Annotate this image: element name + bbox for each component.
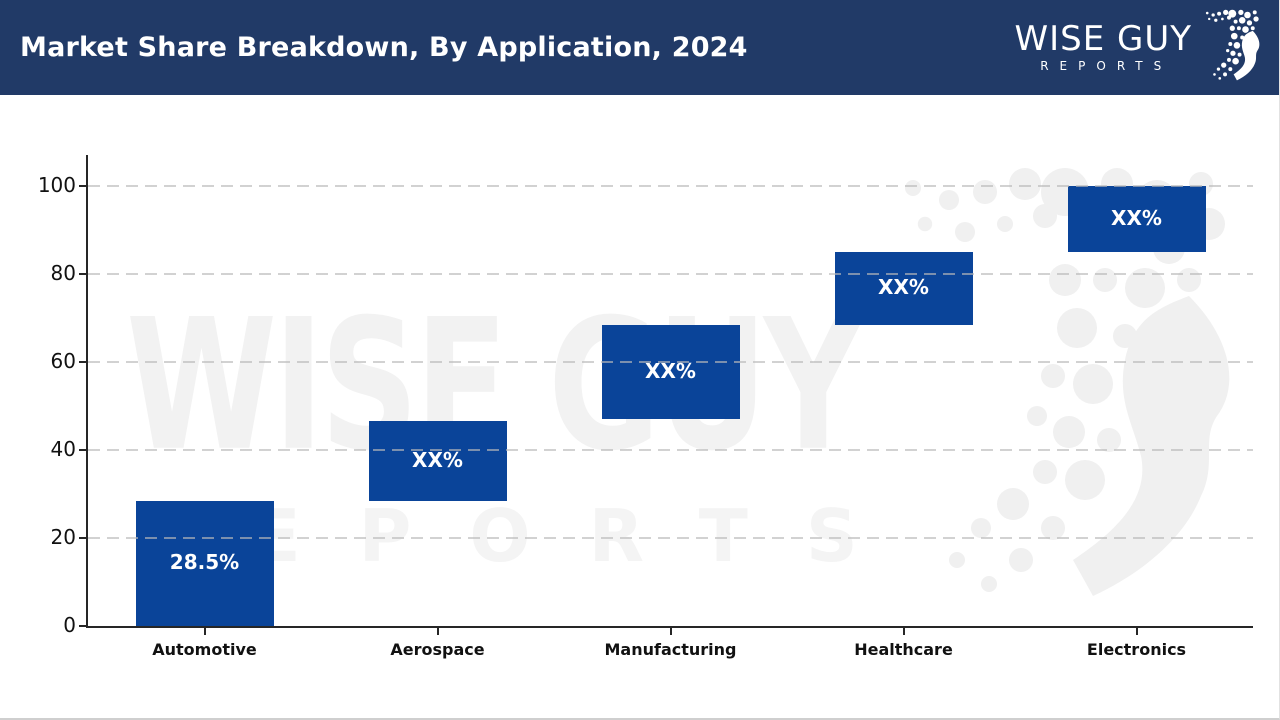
x-axis-tick <box>1135 628 1138 635</box>
gridline <box>88 449 1253 451</box>
x-axis-tick <box>436 628 439 635</box>
y-axis-tick-label: 0 <box>63 613 76 637</box>
x-axis-tick <box>902 628 905 635</box>
bar-value-label: XX% <box>1111 206 1162 230</box>
category-label: Aerospace <box>390 640 485 659</box>
gridline <box>88 537 1253 539</box>
category-label: Manufacturing <box>604 640 737 659</box>
y-axis-line <box>86 155 88 628</box>
y-axis-tick-label: 60 <box>50 349 76 373</box>
bar-value-label: XX% <box>645 358 696 383</box>
brand-logo-text: WISE GUY REPORTS <box>1014 22 1192 73</box>
dotted-face-icon <box>1205 9 1260 80</box>
gridline <box>88 273 1253 275</box>
bar-segment <box>1067 186 1206 252</box>
y-axis-tick-label: 80 <box>50 261 76 285</box>
y-axis-tick <box>79 625 87 627</box>
category-label: Automotive <box>152 640 257 659</box>
y-axis-tick-label: 20 <box>50 525 76 549</box>
category-label: Healthcare <box>854 640 953 659</box>
x-axis-line <box>86 626 1253 628</box>
y-axis-tick-label: 40 <box>50 437 76 461</box>
header-bar: Market Share Breakdown, By Application, … <box>0 0 1279 95</box>
bar-value-label: XX% <box>878 275 929 300</box>
brand-subtitle: REPORTS <box>1040 59 1173 73</box>
y-axis-tick <box>79 185 87 187</box>
y-axis-tick <box>79 273 87 275</box>
y-axis-tick <box>79 449 87 451</box>
category-label: Electronics <box>1086 640 1187 659</box>
brand-name: WISE GUY <box>1014 19 1192 59</box>
bar-segment <box>135 500 274 626</box>
y-axis-tick <box>79 537 87 539</box>
bar-segment <box>834 252 973 325</box>
bar-value-label: 28.5% <box>169 550 240 575</box>
page-title: Market Share Breakdown, By Application, … <box>20 32 748 63</box>
x-axis-tick <box>203 628 206 635</box>
bar-value-label: XX% <box>412 448 463 472</box>
y-axis-tick-label: 100 <box>37 173 76 197</box>
gridline <box>88 361 1253 363</box>
x-axis-tick <box>669 628 672 635</box>
brand-logo: WISE GUY REPORTS <box>1014 8 1262 88</box>
gridline <box>88 185 1253 187</box>
bar-segment <box>368 421 507 501</box>
bar-segment <box>601 324 740 420</box>
y-axis-tick <box>79 361 87 363</box>
